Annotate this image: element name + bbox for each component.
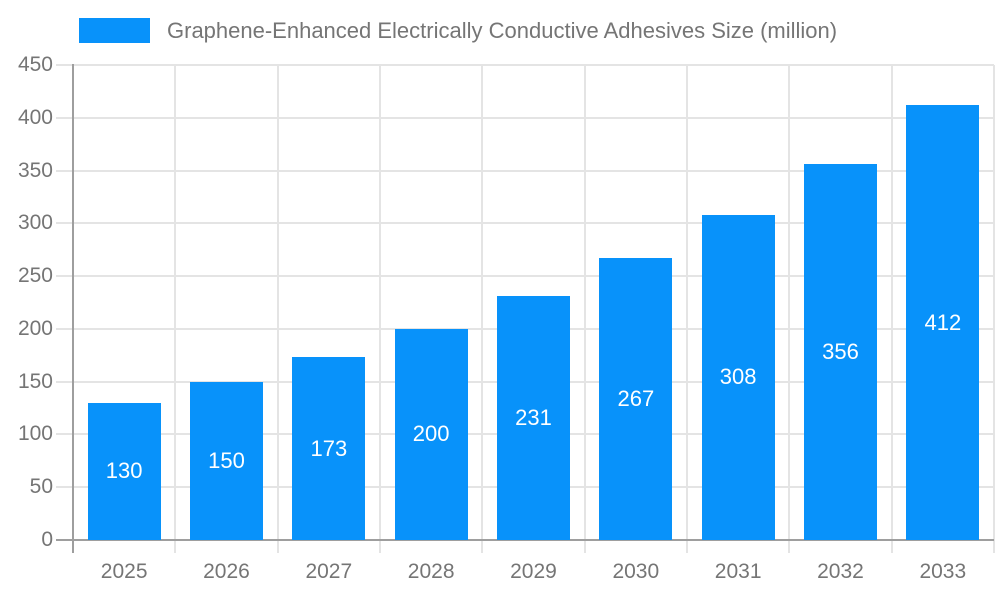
gridline-vertical	[788, 65, 791, 553]
bar-value-label: 130	[105, 458, 143, 484]
x-tick-label: 2030	[612, 560, 660, 583]
y-tick-label: 250	[17, 264, 53, 288]
gridline-horizontal	[56, 64, 994, 66]
bar	[394, 328, 468, 540]
bar-value-label: 356	[822, 339, 859, 365]
bar	[497, 296, 570, 540]
bar	[804, 164, 877, 540]
bar	[599, 258, 673, 540]
bar-value-label: 200	[412, 421, 450, 447]
gridline-vertical	[379, 65, 381, 553]
bar	[190, 381, 263, 540]
legend: Graphene-Enhanced Electrically Conductiv…	[79, 18, 837, 43]
bar-value-label: 231	[515, 405, 552, 431]
y-axis-line	[72, 64, 74, 553]
gridline-vertical	[890, 65, 893, 553]
x-tick-label: 2031	[714, 560, 762, 583]
x-tick-label: 2025	[100, 560, 148, 583]
y-tick-label: 450	[17, 53, 53, 76]
bar-value-label: 267	[617, 386, 655, 412]
x-tick-label: 2033	[919, 560, 967, 583]
gridline-vertical	[276, 65, 279, 553]
gridline-horizontal	[56, 169, 994, 172]
gridline-vertical	[174, 65, 177, 553]
y-tick-label: 0	[41, 528, 53, 551]
bar	[906, 105, 980, 540]
y-tick-label: 150	[17, 369, 53, 393]
bar-value-label: 150	[208, 447, 245, 473]
gridline-vertical	[686, 65, 688, 553]
bar	[87, 402, 161, 540]
bar-value-label: 412	[924, 309, 962, 335]
bar-value-label: 308	[719, 364, 757, 390]
legend-label: Graphene-Enhanced Electrically Conductiv…	[167, 18, 838, 43]
y-tick-label: 200	[17, 316, 53, 340]
bar-value-label: 173	[310, 435, 348, 461]
gridline-horizontal	[56, 116, 994, 119]
x-tick-label: 2028	[407, 560, 455, 583]
y-tick-label: 100	[17, 422, 53, 446]
gridline-vertical	[993, 65, 995, 553]
bar	[292, 357, 366, 540]
x-tick-label: 2026	[203, 560, 250, 583]
gridline-vertical	[481, 65, 484, 553]
y-tick-label: 300	[17, 211, 53, 235]
y-tick-label: 50	[29, 475, 53, 499]
legend-swatch-icon	[79, 18, 150, 43]
x-tick-label: 2029	[510, 560, 557, 583]
gridline-horizontal	[56, 222, 994, 225]
gridline-vertical	[583, 65, 586, 553]
x-tick-label: 2027	[305, 560, 353, 583]
y-tick-label: 350	[17, 158, 53, 182]
x-tick-label: 2032	[817, 560, 864, 583]
gridline-horizontal	[56, 275, 994, 278]
y-tick-label: 400	[17, 105, 53, 129]
bar	[701, 214, 775, 540]
x-axis-line	[56, 539, 994, 541]
